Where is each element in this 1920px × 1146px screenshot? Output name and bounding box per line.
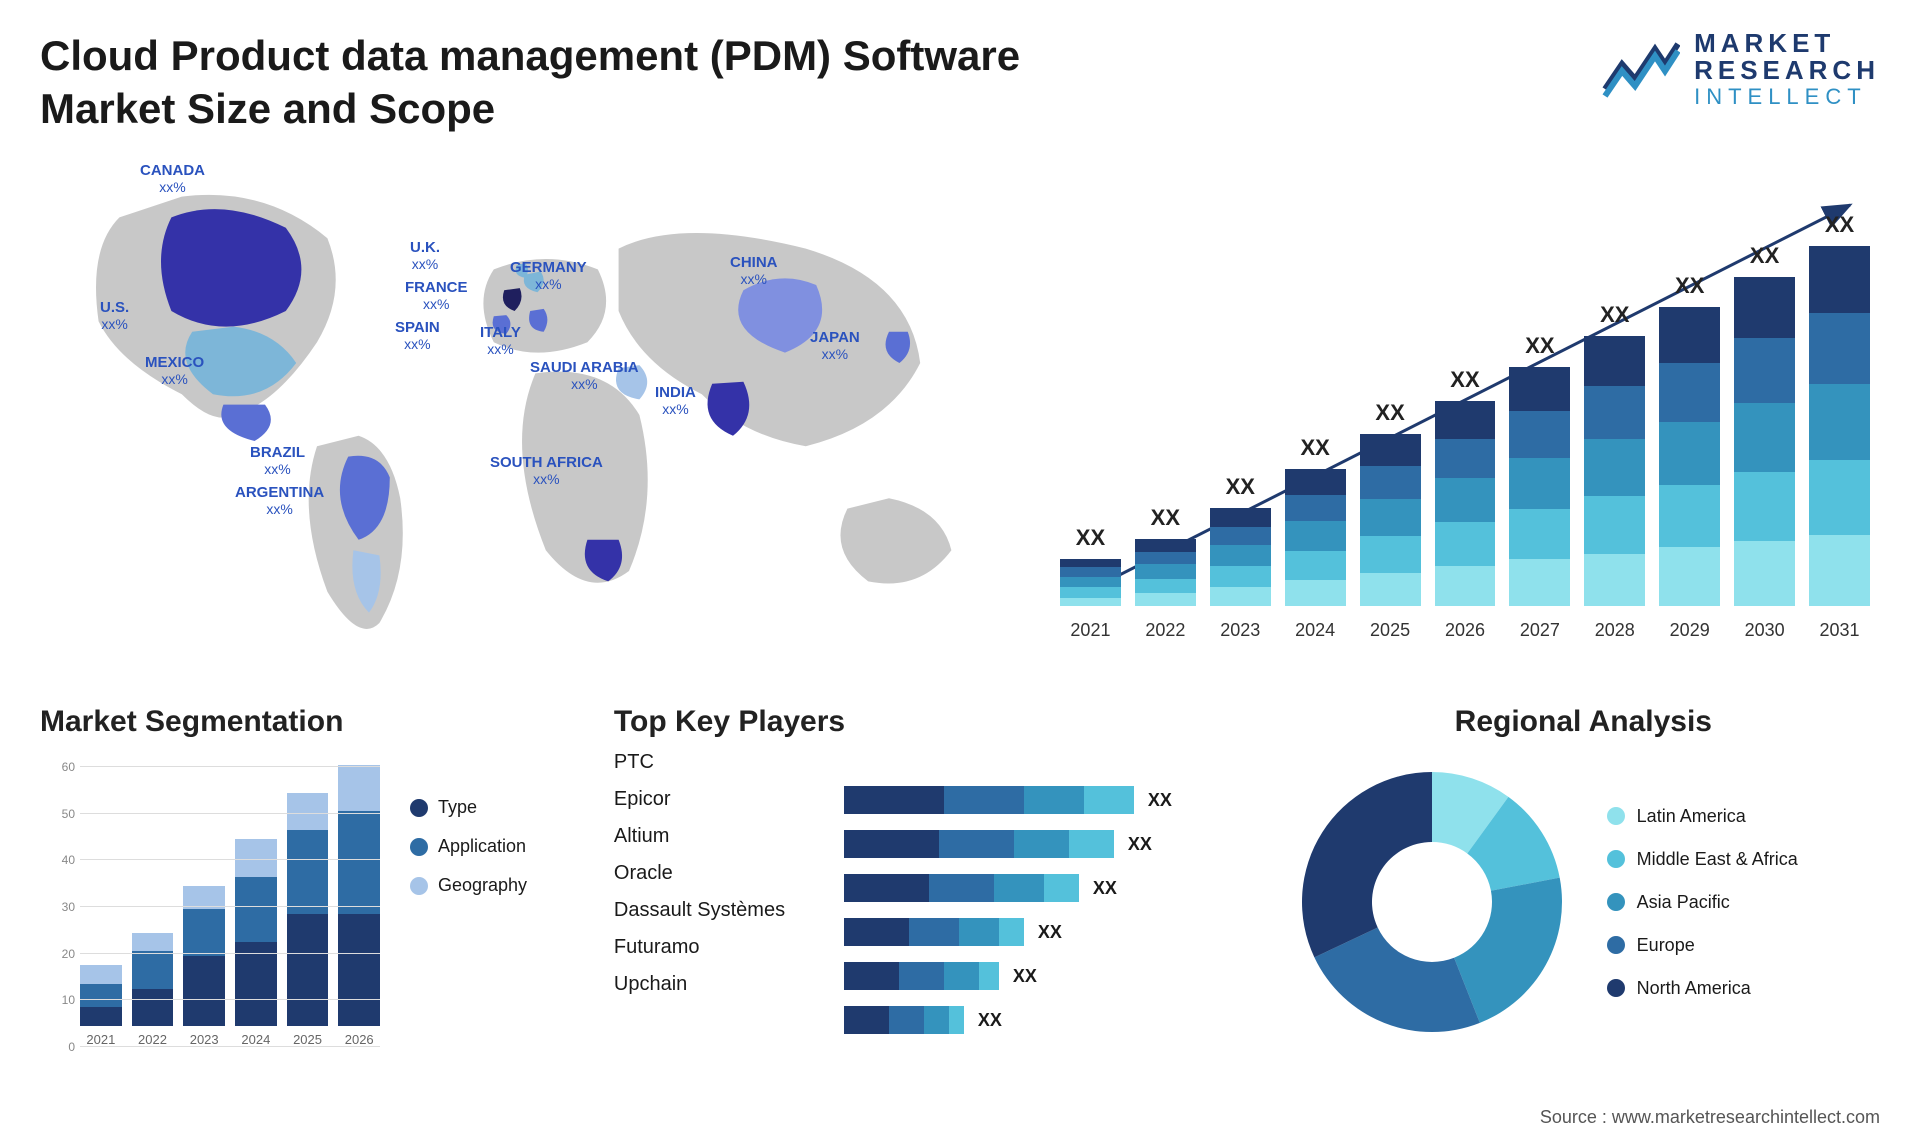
legend-item: Application (410, 836, 527, 857)
map-label: MEXICOxx% (145, 355, 204, 387)
player-bars-chart: XX XX XX XX XX XX (844, 785, 1172, 1035)
growth-year-label: 2029 (1670, 620, 1710, 641)
map-label: CANADAxx% (140, 163, 205, 195)
regional-panel: Regional Analysis Latin America Middle Ea… (1287, 705, 1880, 1115)
world-map (40, 155, 1010, 675)
growth-bar: XX2025 (1360, 400, 1421, 635)
players-panel: Top Key Players PTC Epicor Altium Oracle Das… (614, 705, 1257, 1115)
player-bar: XX (844, 785, 1172, 815)
map-label: BRAZILxx% (250, 445, 305, 477)
growth-chart: XX2021XX2022XX2023XX2024XX2025XX2026XX20… (1050, 155, 1880, 675)
growth-bar-label: XX (1825, 212, 1854, 238)
growth-year-label: 2025 (1370, 620, 1410, 641)
segmentation-chart: 0102030405060 202120222023202420252026 (40, 757, 380, 1077)
world-map-panel: CANADAxx% U.S.xx% MEXICOxx% BRAZILxx% ARGENT… (40, 155, 1010, 675)
legend-item: Geography (410, 875, 527, 896)
growth-bar-label: XX (1076, 525, 1105, 551)
segmentation-title: Market Segmentation (40, 705, 584, 739)
legend-item: Middle East & Africa (1607, 849, 1798, 870)
map-label: ITALYxx% (480, 325, 521, 357)
growth-bar-label: XX (1450, 367, 1479, 393)
growth-bar-label: XX (1375, 400, 1404, 426)
growth-year-label: 2026 (1445, 620, 1485, 641)
segmentation-legend: Type Application Geography (410, 797, 527, 1077)
logo-line1: MARKET (1694, 30, 1880, 57)
player-name: Upchain (614, 973, 814, 996)
growth-bar: XX2031 (1809, 212, 1870, 635)
player-name: Epicor (614, 788, 814, 811)
map-label: SPAINxx% (395, 320, 440, 352)
growth-bar: XX2028 (1584, 302, 1645, 635)
segmentation-bar: 2022 (132, 933, 174, 1047)
donut-slice (1302, 772, 1432, 957)
growth-year-label: 2024 (1295, 620, 1335, 641)
growth-year-label: 2027 (1520, 620, 1560, 641)
segmentation-bar: 2025 (287, 793, 329, 1047)
growth-bar: XX2027 (1509, 333, 1570, 635)
player-bar: XX (844, 961, 1172, 991)
player-name: Dassault Systèmes (614, 899, 814, 922)
player-name: Futuramo (614, 936, 814, 959)
regional-legend: Latin America Middle East & Africa Asia Pa… (1607, 806, 1798, 999)
segmentation-bar: 2024 (235, 839, 277, 1047)
logo-icon (1600, 34, 1680, 104)
growth-year-label: 2028 (1595, 620, 1635, 641)
map-label: JAPANxx% (810, 330, 860, 362)
map-label: SOUTH AFRICAxx% (490, 455, 603, 487)
segmentation-panel: Market Segmentation 0102030405060 202120… (40, 705, 584, 1115)
growth-bar: XX2030 (1734, 243, 1795, 635)
legend-item: North America (1607, 978, 1798, 999)
growth-bar-label: XX (1525, 333, 1554, 359)
player-name: Altium (614, 825, 814, 848)
growth-bar-label: XX (1600, 302, 1629, 328)
map-label: FRANCExx% (405, 280, 468, 312)
player-bar: XX (844, 1005, 1172, 1035)
growth-bar-label: XX (1151, 505, 1180, 531)
map-label: GERMANYxx% (510, 260, 587, 292)
regional-donut (1287, 757, 1577, 1047)
growth-bar-label: XX (1226, 474, 1255, 500)
legend-item: Europe (1607, 935, 1798, 956)
growth-year-label: 2023 (1220, 620, 1260, 641)
map-label: SAUDI ARABIAxx% (530, 360, 639, 392)
player-name: Oracle (614, 862, 814, 885)
map-label: INDIAxx% (655, 385, 696, 417)
players-title: Top Key Players (614, 705, 1257, 739)
growth-year-label: 2022 (1145, 620, 1185, 641)
player-bar: XX (844, 829, 1172, 859)
map-label: ARGENTINAxx% (235, 485, 324, 517)
source-text: Source : www.marketresearchintellect.com (1540, 1107, 1880, 1128)
growth-bar: XX2022 (1135, 505, 1196, 635)
growth-bar: XX2024 (1285, 435, 1346, 635)
map-label: U.K.xx% (410, 240, 440, 272)
growth-year-label: 2021 (1070, 620, 1110, 641)
logo-line2: RESEARCH (1694, 57, 1880, 84)
growth-bar-label: XX (1300, 435, 1329, 461)
legend-item: Latin America (1607, 806, 1798, 827)
page-title: Cloud Product data management (PDM) Soft… (40, 30, 1040, 135)
player-bar: XX (844, 873, 1172, 903)
legend-item: Asia Pacific (1607, 892, 1798, 913)
growth-bar: XX2023 (1210, 474, 1271, 635)
growth-year-label: 2031 (1819, 620, 1859, 641)
logo-line3: INTELLECT (1694, 85, 1880, 108)
player-list: PTC Epicor Altium Oracle Dassault Systèmes Fu… (614, 751, 814, 996)
player-name: PTC (614, 751, 814, 774)
map-label: CHINAxx% (730, 255, 778, 287)
segmentation-bar: 2021 (80, 965, 122, 1047)
brand-logo: MARKET RESEARCH INTELLECT (1600, 30, 1880, 108)
growth-bar-label: XX (1750, 243, 1779, 269)
growth-bar: XX2029 (1659, 273, 1720, 635)
regional-title: Regional Analysis (1287, 705, 1880, 739)
player-bar: XX (844, 917, 1172, 947)
growth-bar-label: XX (1675, 273, 1704, 299)
map-label: U.S.xx% (100, 300, 129, 332)
growth-bar: XX2026 (1435, 367, 1496, 635)
growth-bar: XX2021 (1060, 525, 1121, 635)
legend-item: Type (410, 797, 527, 818)
segmentation-bar: 2023 (183, 886, 225, 1047)
growth-year-label: 2030 (1745, 620, 1785, 641)
